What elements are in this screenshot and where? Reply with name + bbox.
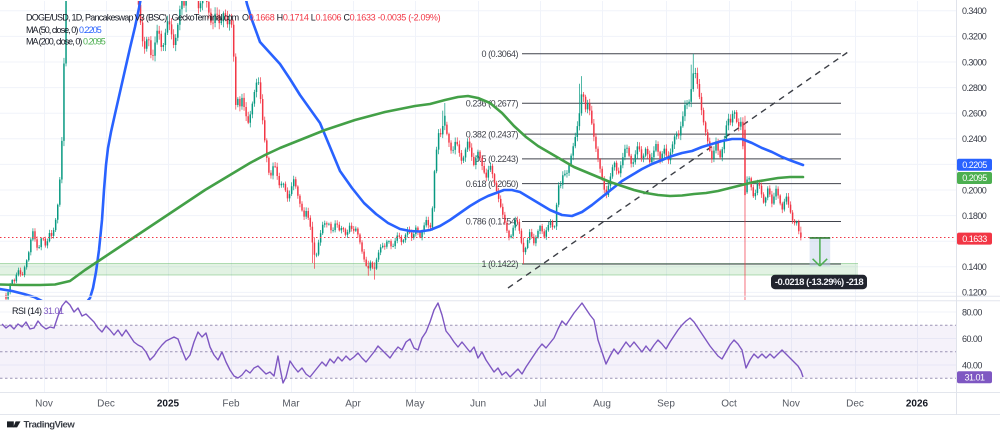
- svg-text:Dec: Dec: [97, 399, 115, 410]
- svg-text:Oct: Oct: [721, 399, 737, 410]
- svg-text:0.2000: 0.2000: [962, 185, 987, 195]
- svg-text:0.3400: 0.3400: [962, 6, 987, 16]
- svg-text:TradingView: TradingView: [24, 420, 76, 431]
- svg-text:0.2205: 0.2205: [962, 160, 987, 170]
- svg-text:0.2600: 0.2600: [962, 109, 987, 119]
- svg-text:Sep: Sep: [657, 399, 675, 410]
- svg-text:0.618 (0.2050): 0.618 (0.2050): [466, 179, 519, 189]
- svg-text:2026: 2026: [906, 399, 929, 410]
- svg-text:-0.0218 (-13.29%) -218: -0.0218 (-13.29%) -218: [775, 277, 863, 288]
- svg-text:MA (50, close, 0) 0.2205: MA (50, close, 0) 0.2205: [26, 25, 102, 35]
- svg-text:0.382 (0.2437): 0.382 (0.2437): [466, 129, 519, 139]
- svg-text:O0.1668 H0.1714 L0.1606 C0.163: O0.1668 H0.1714 L0.1606 C0.1633 -0.0035 …: [242, 13, 441, 23]
- svg-text:0 (0.3064): 0 (0.3064): [481, 49, 518, 59]
- svg-text:Mar: Mar: [282, 399, 300, 410]
- svg-text:Jul: Jul: [534, 399, 547, 410]
- svg-text:0.1200: 0.1200: [962, 288, 987, 298]
- svg-text:Nov: Nov: [35, 399, 53, 410]
- svg-text:1 (0.1422): 1 (0.1422): [481, 259, 518, 269]
- svg-text:Feb: Feb: [222, 399, 240, 410]
- svg-text:0.5 (0.2243): 0.5 (0.2243): [475, 154, 519, 164]
- svg-text:Aug: Aug: [593, 399, 611, 410]
- svg-text:May: May: [406, 399, 425, 410]
- svg-text:Nov: Nov: [782, 399, 800, 410]
- svg-text:MA (200, close, 0) 0.2095: MA (200, close, 0) 0.2095: [26, 37, 106, 47]
- svg-text:DOGE/USD, 1D, Pancakeswap V3 (: DOGE/USD, 1D, Pancakeswap V3 (BSC) | Gec…: [26, 13, 239, 23]
- svg-text:0.3200: 0.3200: [962, 32, 987, 42]
- svg-text:0.3000: 0.3000: [962, 57, 987, 67]
- svg-text:0.1800: 0.1800: [962, 211, 987, 221]
- svg-text:Apr: Apr: [345, 399, 361, 410]
- svg-text:40.00: 40.00: [962, 360, 982, 370]
- svg-text:0.2400: 0.2400: [962, 134, 987, 144]
- svg-text:2025: 2025: [157, 399, 180, 410]
- svg-text:Jun: Jun: [470, 399, 486, 410]
- svg-text:0.1633: 0.1633: [962, 234, 987, 244]
- svg-text:60.00: 60.00: [962, 334, 982, 344]
- svg-text:0.2095: 0.2095: [962, 173, 987, 183]
- svg-text:0.2800: 0.2800: [962, 83, 987, 93]
- svg-text:0.1400: 0.1400: [962, 262, 987, 272]
- svg-text:Dec: Dec: [846, 399, 864, 410]
- svg-text:RSI (14) 31.01: RSI (14) 31.01: [12, 306, 64, 316]
- svg-text:0.786 (0.1754): 0.786 (0.1754): [466, 217, 519, 227]
- svg-text:31.01: 31.01: [964, 373, 985, 383]
- svg-text:80.00: 80.00: [962, 307, 982, 317]
